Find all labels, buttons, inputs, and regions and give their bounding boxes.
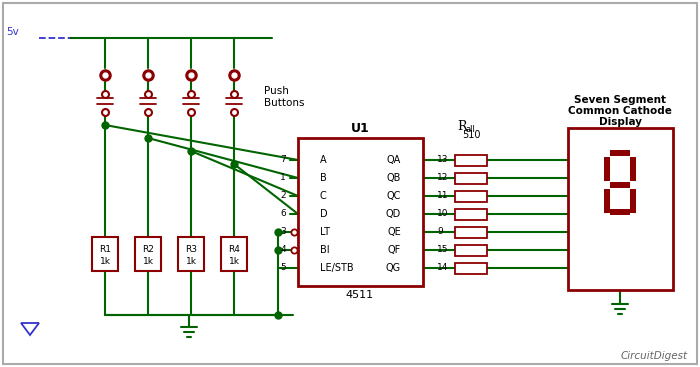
Text: C: C <box>320 191 327 201</box>
Text: 5: 5 <box>280 264 286 273</box>
Text: U1: U1 <box>351 121 370 134</box>
Text: Display: Display <box>598 117 641 127</box>
Bar <box>455 209 487 220</box>
Text: 5v: 5v <box>6 27 19 37</box>
Text: 7: 7 <box>280 156 286 164</box>
Text: 11: 11 <box>437 192 449 200</box>
Text: 14: 14 <box>437 264 449 273</box>
Text: 3: 3 <box>280 228 286 236</box>
Text: QB: QB <box>386 173 401 183</box>
Text: LT: LT <box>320 227 330 237</box>
Text: QF: QF <box>388 245 401 255</box>
Bar <box>455 155 487 166</box>
Bar <box>630 157 636 181</box>
Text: 10: 10 <box>437 210 449 218</box>
Bar <box>455 227 487 238</box>
Text: R: R <box>457 120 466 132</box>
Text: 15: 15 <box>437 246 449 254</box>
Text: CircuitDigest: CircuitDigest <box>621 351 688 361</box>
Text: R4: R4 <box>228 246 240 254</box>
Text: QC: QC <box>386 191 401 201</box>
Bar <box>178 237 204 271</box>
Text: B: B <box>320 173 327 183</box>
Text: Push
Buttons: Push Buttons <box>264 86 304 108</box>
Text: Common Cathode: Common Cathode <box>568 106 672 116</box>
Text: D: D <box>320 209 328 219</box>
Bar <box>221 237 247 271</box>
Text: LE/STB: LE/STB <box>320 263 354 273</box>
Text: BI: BI <box>320 245 330 255</box>
Text: 4511: 4511 <box>346 290 374 300</box>
Text: R1: R1 <box>99 246 111 254</box>
Text: 2: 2 <box>281 192 286 200</box>
Text: QG: QG <box>386 263 401 273</box>
Text: 1k: 1k <box>143 257 153 265</box>
Text: R2: R2 <box>142 246 154 254</box>
Text: 1k: 1k <box>99 257 111 265</box>
Bar <box>92 237 118 271</box>
Text: 6: 6 <box>280 210 286 218</box>
Bar <box>610 209 630 215</box>
Bar <box>630 189 636 213</box>
Bar <box>135 237 161 271</box>
Text: 9: 9 <box>437 228 442 236</box>
Text: 1k: 1k <box>228 257 239 265</box>
Text: QD: QD <box>386 209 401 219</box>
Text: Seven Segment: Seven Segment <box>574 95 666 105</box>
Bar <box>604 157 610 181</box>
Text: 4: 4 <box>281 246 286 254</box>
Bar <box>455 191 487 202</box>
Text: 13: 13 <box>437 156 449 164</box>
Text: 1: 1 <box>280 174 286 182</box>
Bar <box>455 245 487 256</box>
Text: QA: QA <box>386 155 401 165</box>
Bar <box>604 189 610 213</box>
Bar <box>455 263 487 274</box>
Text: A: A <box>320 155 327 165</box>
Bar <box>610 150 630 156</box>
Bar <box>298 138 423 286</box>
Bar <box>610 182 630 188</box>
Bar <box>568 128 673 290</box>
Text: QE: QE <box>387 227 401 237</box>
Text: 1k: 1k <box>186 257 197 265</box>
Text: 510: 510 <box>462 130 480 140</box>
Text: all: all <box>466 124 476 134</box>
Text: R3: R3 <box>185 246 197 254</box>
Bar <box>455 173 487 184</box>
Text: 12: 12 <box>437 174 449 182</box>
